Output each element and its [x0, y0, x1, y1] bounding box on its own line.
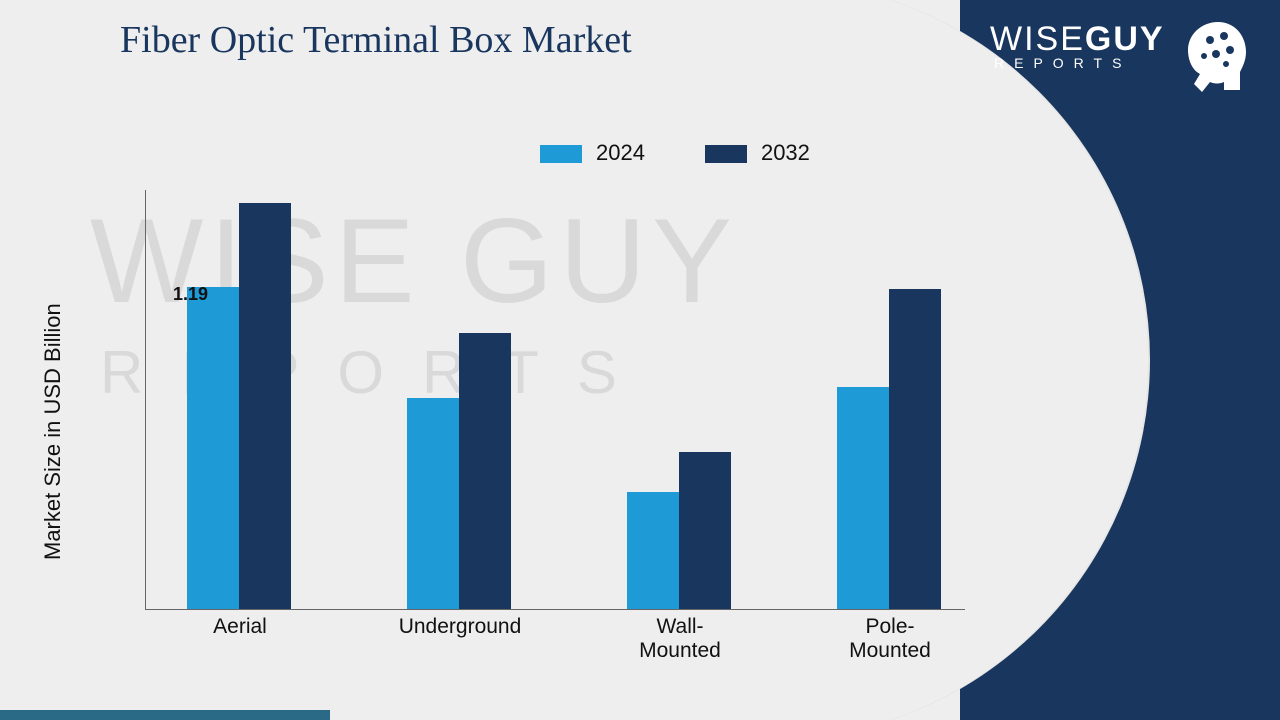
value-label: 1.19	[173, 284, 208, 305]
bar-s1	[187, 287, 239, 609]
bar-group	[825, 189, 955, 609]
category-label: Aerial	[155, 615, 325, 639]
bar-s1	[627, 492, 679, 609]
legend-swatch-2024	[540, 145, 582, 163]
bar-s2	[459, 333, 511, 609]
legend-swatch-2032	[705, 145, 747, 163]
legend-item-2024: 2024	[540, 140, 645, 166]
bar-group	[175, 189, 305, 609]
brain-head-icon	[1180, 20, 1250, 98]
stage: WISE GUY REPORTS Fiber Optic Terminal Bo…	[0, 0, 1280, 720]
bar-s1	[407, 398, 459, 609]
x-axis-line	[145, 609, 965, 610]
category-label: Underground	[375, 615, 545, 639]
category-label: Pole-Mounted	[805, 615, 975, 663]
chart-legend: 2024 2032	[540, 140, 810, 166]
category-label: Wall-Mounted	[595, 615, 765, 663]
bar-s2	[889, 289, 941, 609]
bar-group	[615, 189, 745, 609]
legend-item-2032: 2032	[705, 140, 810, 166]
bar-group	[395, 189, 525, 609]
chart-title: Fiber Optic Terminal Box Market	[120, 18, 632, 62]
bar-s1	[837, 387, 889, 609]
y-axis-line	[145, 190, 146, 610]
y-axis-label: Market Size in USD Billion	[40, 303, 66, 560]
bottom-accent-bar	[0, 710, 330, 720]
chart-plot-area: AerialUndergroundWall-MountedPole-Mounte…	[145, 190, 965, 610]
bar-s2	[239, 203, 291, 609]
brand-logo: WISEGUY REPORTS	[990, 20, 1250, 100]
bar-s2	[679, 452, 731, 609]
